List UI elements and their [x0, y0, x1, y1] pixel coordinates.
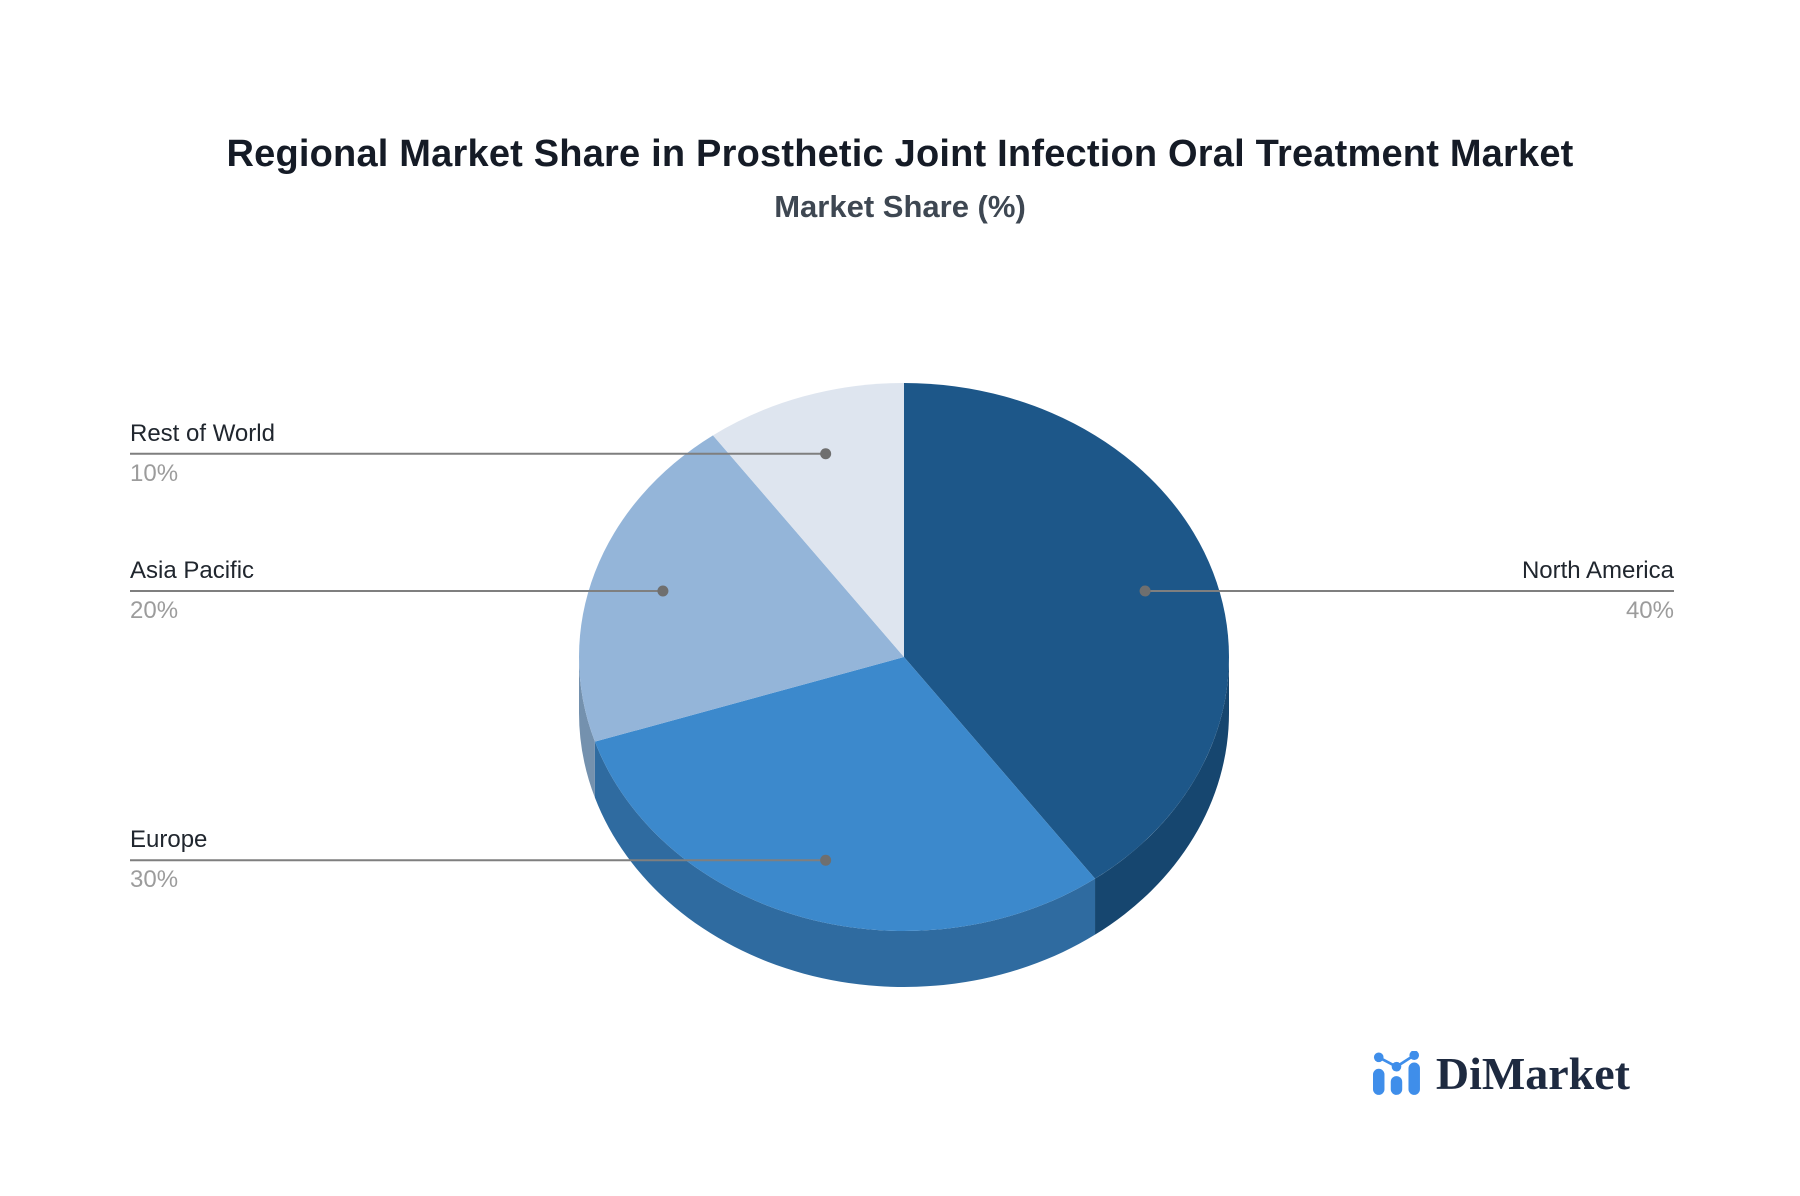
callout-label: Rest of World	[130, 419, 275, 447]
callout-label: Europe	[130, 826, 208, 854]
pie-slice-side-asia-pacific	[579, 657, 595, 798]
pie-slice-europe[interactable]	[594, 657, 1096, 931]
leader-dot-north-america	[1139, 585, 1151, 597]
leader-dot-asia-pacific	[657, 585, 669, 597]
brand-name: DiMarket	[1435, 1048, 1630, 1099]
callout-value: 30%	[130, 866, 179, 894]
callout-label: North America	[1521, 556, 1674, 584]
brand-logo: DiMarket	[1372, 1042, 1630, 1106]
callout-asia-pacific: Asia Pacific 20%	[130, 557, 254, 625]
pie-slice-rest-of-world[interactable]	[712, 383, 904, 657]
pie-slice-north-america[interactable]	[904, 383, 1229, 879]
leader-dot-rest-of-world	[820, 448, 832, 460]
callout-value: 40%	[1625, 596, 1674, 624]
pie-slice-side-europe	[594, 741, 1096, 987]
pie-slice-asia-pacific[interactable]	[579, 435, 904, 742]
bar-line-chart-icon	[1372, 1051, 1420, 1095]
leader-dot-europe	[820, 854, 832, 866]
pie-slice-side-north-america	[1095, 657, 1229, 935]
callout-north-america: North America 40%	[1522, 557, 1674, 625]
chart-title: Regional Market Share in Prosthetic Join…	[226, 133, 1574, 175]
callout-value: 10%	[130, 459, 179, 487]
callout-rest-of-world: Rest of World 10%	[130, 420, 275, 488]
chart-subtitle: Market Share (%)	[774, 189, 1026, 224]
callout-label: Asia Pacific	[130, 556, 255, 584]
callout-value: 20%	[130, 596, 179, 624]
callout-europe: Europe 30%	[130, 826, 207, 894]
